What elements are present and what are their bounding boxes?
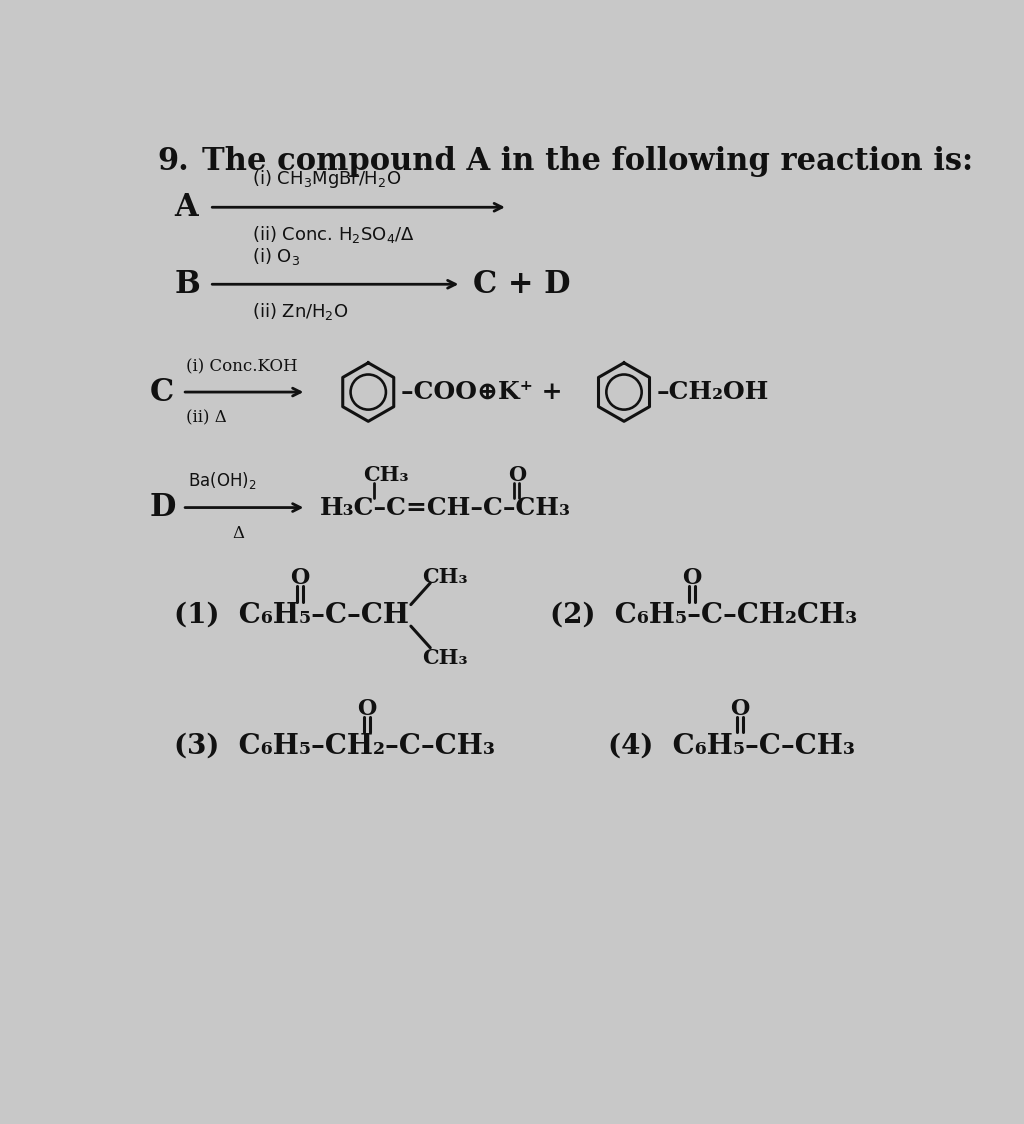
Text: (1)  C₆H₅–C–CH: (1) C₆H₅–C–CH [174,601,410,628]
Text: CH₃: CH₃ [362,465,409,486]
Text: (i) Conc.KOH: (i) Conc.KOH [186,359,298,375]
Text: (2)  C₆H₅–C–CH₂CH₃: (2) C₆H₅–C–CH₂CH₃ [550,601,858,628]
Text: D: D [150,492,176,523]
Text: C: C [150,377,174,408]
Text: (i) CH$_3$MgBr/H$_2$O: (i) CH$_3$MgBr/H$_2$O [252,169,401,190]
Text: (ii) Conc. H$_2$SO$_4$/$\Delta$: (ii) Conc. H$_2$SO$_4$/$\Delta$ [252,224,415,245]
Text: B: B [174,269,201,300]
Text: C + D: C + D [473,269,570,300]
Text: The compound A in the following reaction is:: The compound A in the following reaction… [202,146,973,176]
Text: (3)  C₆H₅–CH₂–C–CH₃: (3) C₆H₅–CH₂–C–CH₃ [174,733,496,760]
Text: (ii) Zn/H$_2$O: (ii) Zn/H$_2$O [252,301,348,323]
Text: (i) O$_3$: (i) O$_3$ [252,246,300,268]
Text: O: O [683,568,701,589]
Text: O: O [357,698,377,720]
Text: H₃C–C=CH–C–CH₃: H₃C–C=CH–C–CH₃ [321,496,571,519]
Text: O: O [291,568,309,589]
Text: A: A [174,192,198,223]
Text: (ii) Δ: (ii) Δ [186,409,227,426]
Text: –CH₂OH: –CH₂OH [656,380,769,404]
Text: Ba(OH)$_2$: Ba(OH)$_2$ [188,470,257,490]
Text: –COO⊕K⁺ +: –COO⊕K⁺ + [400,380,562,404]
Text: O: O [508,465,526,486]
Text: (4)  C₆H₅–C–CH₃: (4) C₆H₅–C–CH₃ [608,733,855,760]
Text: Δ: Δ [232,525,245,542]
Text: 9.: 9. [158,146,189,176]
Text: CH₃: CH₃ [423,566,468,587]
Text: O: O [730,698,750,720]
Text: CH₃: CH₃ [423,647,468,668]
